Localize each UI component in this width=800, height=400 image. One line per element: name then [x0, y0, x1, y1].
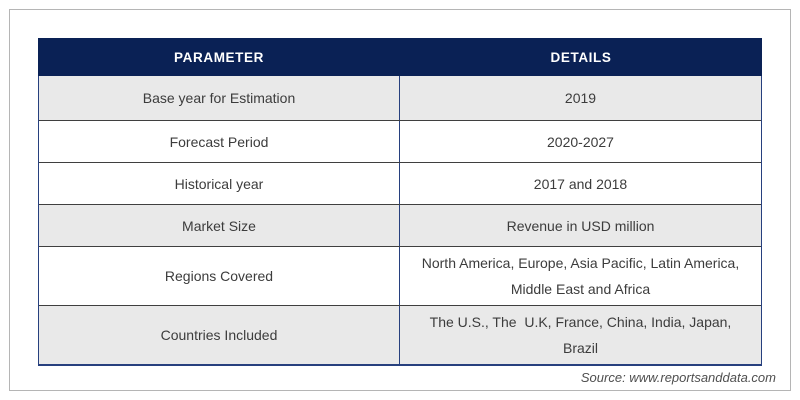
- table-row-base-year: Base year for Estimation 2019: [39, 76, 761, 120]
- source-attribution: Source: www.reportsanddata.com: [580, 370, 776, 385]
- details-cell: The U.S., The U.K, France, China, India,…: [429, 314, 732, 356]
- content-frame: PARAMETER DETAILS Base year for Estimati…: [9, 9, 791, 391]
- parameter-cell: Base year for Estimation: [39, 76, 400, 120]
- table-header-row: PARAMETER DETAILS: [38, 38, 762, 76]
- column-header-details: DETAILS: [550, 49, 612, 65]
- details-cell: 2019: [564, 90, 597, 106]
- column-header-parameter: PARAMETER: [174, 49, 264, 65]
- parameter-cell: Forecast Period: [39, 121, 400, 162]
- details-cell: North America, Europe, Asia Pacific, Lat…: [421, 255, 740, 297]
- table-body: Base year for Estimation 2019 Forecast P…: [38, 76, 762, 366]
- parameter-cell: Historical year: [39, 163, 400, 204]
- table-row-regions-covered: Regions Covered North America, Europe, A…: [39, 246, 761, 305]
- details-cell: Revenue in USD million: [506, 217, 655, 234]
- report-scope-table: PARAMETER DETAILS Base year for Estimati…: [38, 38, 762, 366]
- table-row-historical-year: Historical year 2017 and 2018: [39, 162, 761, 204]
- table-row-forecast-period: Forecast Period 2020-2027: [39, 120, 761, 162]
- table-row-market-size: Market Size Revenue in USD million: [39, 204, 761, 246]
- details-cell: 2017 and 2018: [533, 175, 628, 192]
- parameter-cell: Countries Included: [39, 306, 400, 364]
- parameter-cell: Market Size: [39, 205, 400, 246]
- details-cell: 2020-2027: [547, 133, 614, 150]
- parameter-cell: Regions Covered: [39, 247, 400, 305]
- table-row-countries-included: Countries Included The U.S., The U.K, Fr…: [39, 305, 761, 364]
